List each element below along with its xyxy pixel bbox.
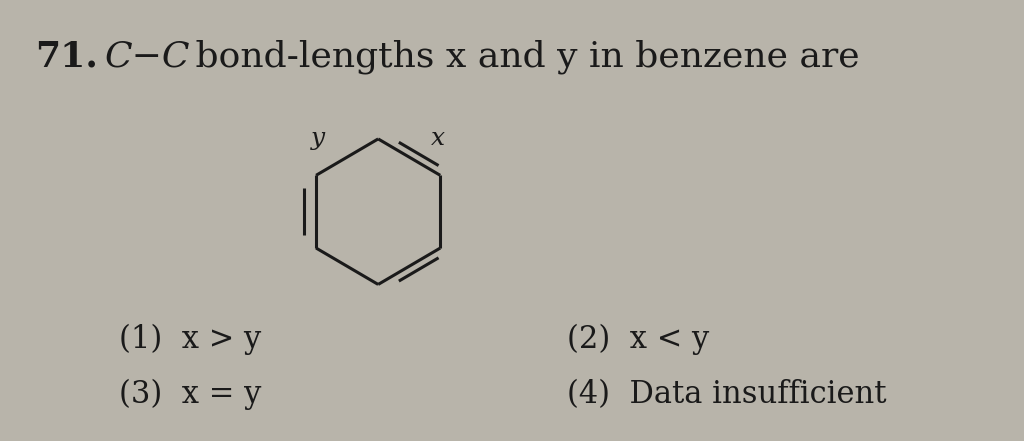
Text: C−C: C−C: [104, 40, 190, 74]
Text: x: x: [431, 127, 445, 150]
Text: (2)  x < y: (2) x < y: [567, 324, 710, 355]
Text: 71.: 71.: [35, 40, 97, 74]
Text: y: y: [311, 127, 326, 150]
Text: (3)  x = y: (3) x = y: [120, 379, 262, 410]
Text: (4)  Data insufficient: (4) Data insufficient: [567, 379, 887, 410]
Text: bond-lengths x and y in benzene are: bond-lengths x and y in benzene are: [184, 40, 860, 74]
Text: (1)  x > y: (1) x > y: [120, 324, 262, 355]
